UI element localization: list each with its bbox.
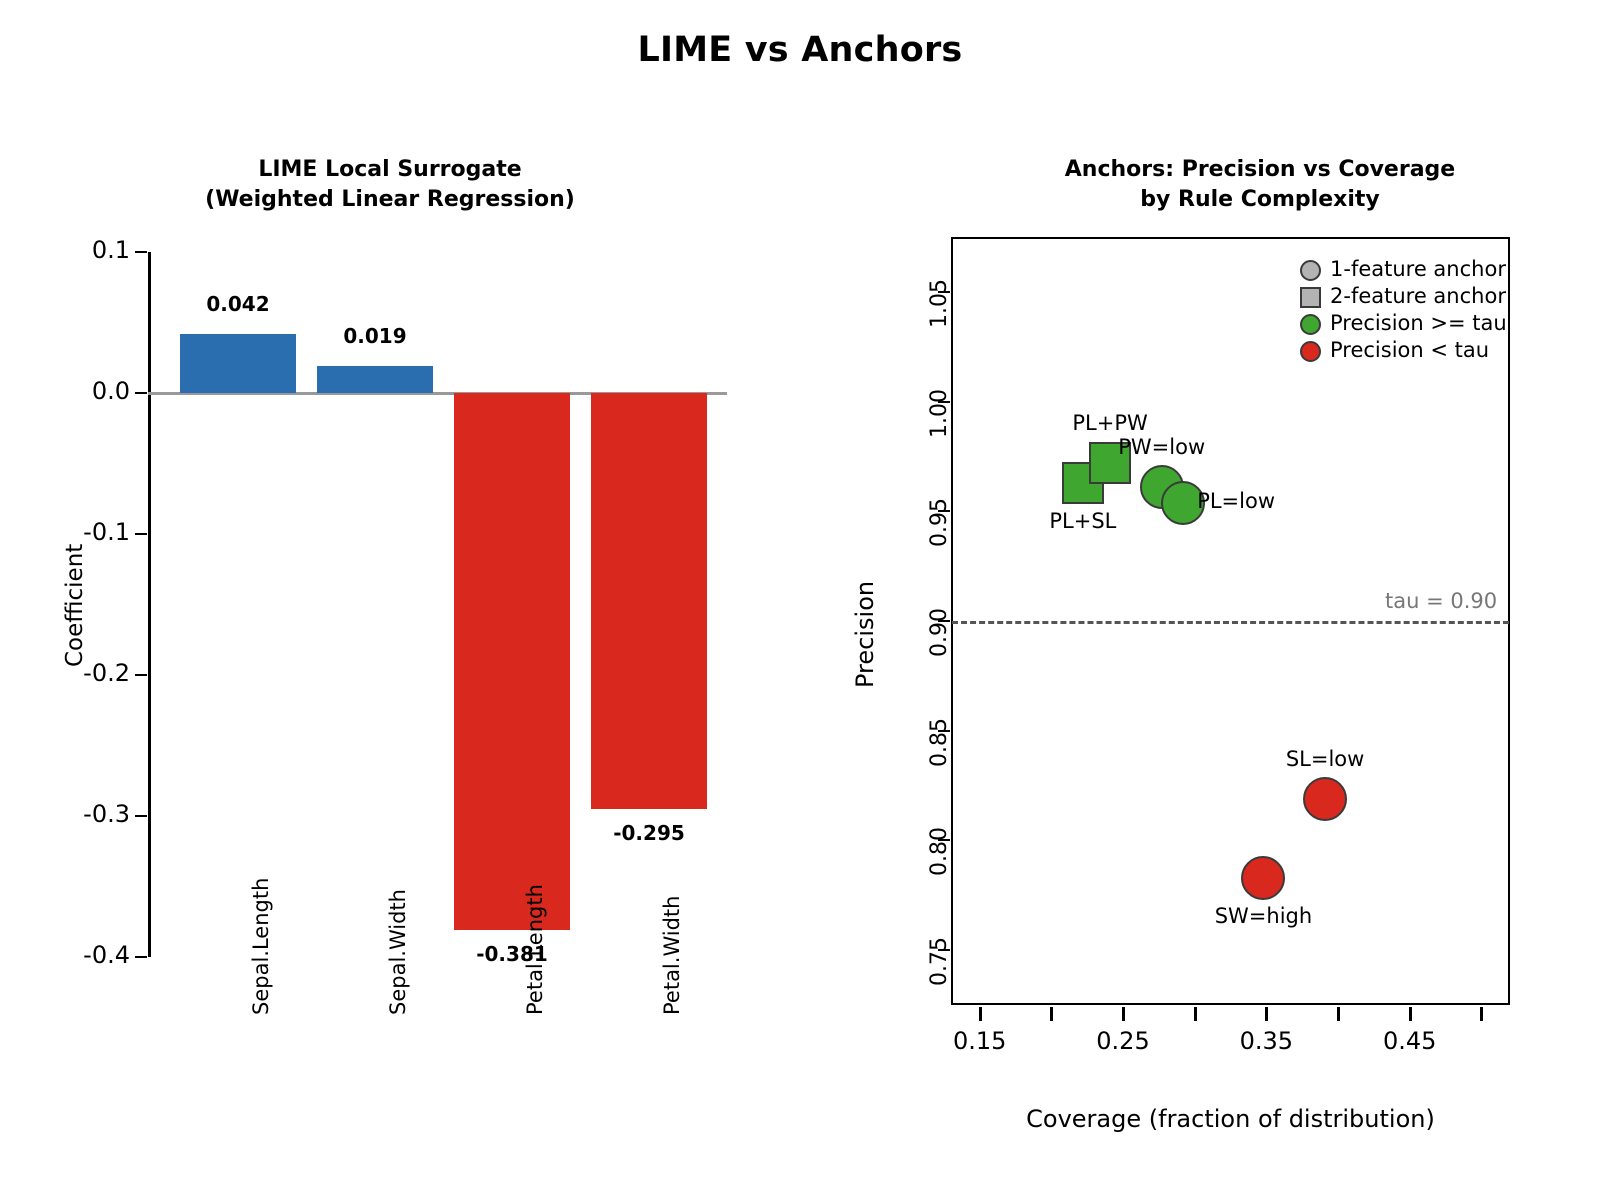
tau-threshold-line — [952, 621, 1509, 624]
lime-y-tick-label: 0.1 — [91, 236, 130, 264]
anchors-x-axis-title: Coverage (fraction of distribution) — [1026, 1105, 1435, 1133]
anchors-y-tick — [938, 510, 950, 513]
lime-y-tick-label: -0.4 — [83, 941, 130, 969]
anchors-x-tick — [1193, 1007, 1197, 1021]
anchors-y-tick — [938, 620, 950, 622]
tau-threshold-label: tau = 0.90 — [1385, 589, 1498, 613]
anchors-y-tick-label: 0.95 — [927, 498, 952, 548]
anchors-y-tick-label: 0.90 — [927, 608, 952, 657]
anchor-point-label: PL=low — [1197, 488, 1276, 513]
bar-sepal-width — [317, 366, 433, 393]
anchors-x-tick-label: 0.45 — [1382, 1027, 1437, 1055]
anchors-x-tick — [1337, 1007, 1340, 1021]
lime-y-tick — [135, 533, 147, 535]
lime-panel-title-line2: (Weighted Linear Regression) — [205, 187, 575, 212]
category-label-sepal-length: Sepal.Length — [249, 877, 273, 1015]
anchors-y-tick — [938, 729, 950, 732]
anchor-point-label: PL+PW — [1072, 411, 1148, 435]
lime-y-axis-title: Coefficient — [62, 544, 88, 668]
anchors-x-tick-label: 0.35 — [1239, 1027, 1294, 1055]
anchors-y-tick — [938, 839, 950, 842]
anchor-point-sw-high — [1241, 855, 1286, 900]
anchors-y-tick-label: 1.00 — [927, 388, 952, 438]
legend-label: 2-feature anchor — [1330, 284, 1506, 308]
bar-value-label: -0.381 — [476, 942, 548, 967]
legend-label: Precision < tau — [1330, 338, 1490, 362]
anchor-point-label: SW=high — [1214, 903, 1313, 928]
bar-petal-width — [591, 393, 707, 809]
anchors-y-axis-title: Precision — [851, 581, 879, 689]
legend-key-circle-3 — [1300, 341, 1321, 362]
lime-y-tick — [135, 956, 147, 958]
legend-key-square-1 — [1300, 287, 1321, 308]
lime-y-tick-label: -0.1 — [83, 518, 130, 546]
anchors-x-tick — [1408, 1007, 1412, 1021]
anchors-x-tick — [1265, 1007, 1269, 1021]
category-label-sepal-width: Sepal.Width — [386, 889, 410, 1015]
lime-y-tick — [135, 392, 147, 394]
anchors-x-tick — [978, 1007, 982, 1021]
legend-label: Precision >= tau — [1330, 311, 1507, 335]
lime-y-tick — [135, 251, 147, 253]
anchor-point-label: PL+SL — [1049, 508, 1117, 533]
anchor-point-label: PW=low — [1118, 435, 1206, 460]
anchors-y-tick-label: 0.85 — [927, 717, 952, 767]
bar-value-label: 0.019 — [343, 324, 407, 349]
lime-y-tick-label: 0.0 — [91, 377, 130, 405]
anchors-y-tick — [938, 400, 950, 403]
anchors-y-tick — [938, 290, 950, 293]
category-label-petal-width: Petal.Width — [660, 895, 684, 1015]
lime-panel-title-line1: LIME Local Surrogate — [258, 157, 522, 182]
bar-value-label: 0.042 — [206, 291, 270, 316]
anchor-point-pl-pw — [1089, 442, 1132, 484]
bar-value-label: -0.295 — [613, 820, 685, 845]
anchor-point-sl-low — [1303, 776, 1348, 821]
bar-sepal-length — [180, 333, 296, 393]
lime-y-tick-label: -0.2 — [83, 659, 130, 687]
lime-y-axis — [148, 252, 151, 957]
legend-label: 1-feature anchor — [1330, 257, 1506, 281]
lime-zero-line — [148, 392, 727, 395]
figure-title: LIME vs Anchors — [637, 30, 963, 70]
anchor-point-label: SL=low — [1285, 746, 1365, 771]
anchors-y-tick-label: 0.80 — [927, 827, 952, 877]
legend-key-circle-2 — [1300, 314, 1321, 335]
category-label-petal-length: Petal.Length — [523, 884, 547, 1015]
anchors-y-tick — [938, 949, 950, 952]
lime-y-tick — [135, 674, 147, 676]
anchors-panel-title-line2: by Rule Complexity — [1140, 187, 1380, 212]
anchors-x-tick — [1122, 1007, 1125, 1021]
anchors-panel-title-line1: Anchors: Precision vs Coverage — [1064, 157, 1456, 182]
legend-key-circle-0 — [1300, 260, 1321, 281]
anchor-point-pl-low — [1161, 480, 1206, 525]
anchors-x-tick — [1050, 1007, 1054, 1021]
anchors-panel-title: Anchors: Precision vs Coverage by Rule C… — [940, 155, 1580, 215]
bar-petal-length — [454, 393, 570, 931]
anchors-x-tick-label: 0.15 — [952, 1027, 1007, 1055]
anchors-y-tick-label: 1.05 — [927, 278, 952, 328]
anchors-scatter-panel: Anchors: Precision vs Coverage by Rule C… — [800, 0, 1600, 1200]
lime-panel-title: LIME Local Surrogate (Weighted Linear Re… — [60, 155, 720, 215]
anchors-x-tick-label: 0.25 — [1096, 1027, 1150, 1055]
lime-y-tick — [135, 815, 147, 817]
lime-bar-chart-panel: LIME Local Surrogate (Weighted Linear Re… — [60, 155, 727, 1015]
anchors-x-tick — [1480, 1007, 1484, 1021]
anchors-y-tick-label: 0.75 — [927, 937, 952, 987]
lime-y-tick-label: -0.3 — [83, 800, 130, 828]
